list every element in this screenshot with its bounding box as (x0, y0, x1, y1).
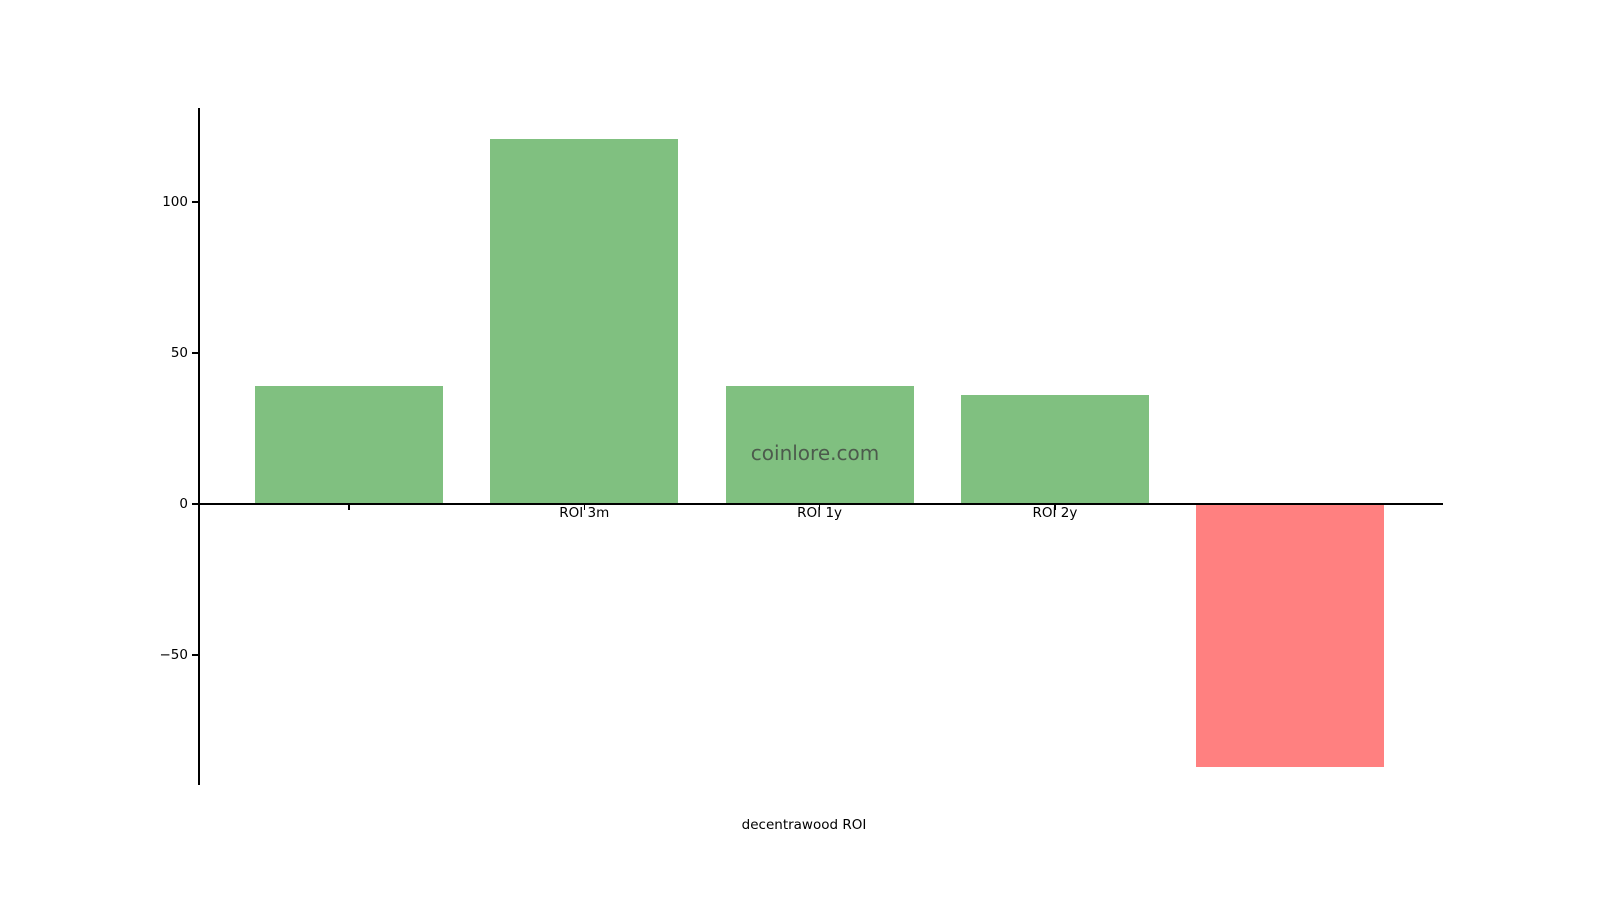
bar (1196, 504, 1385, 767)
y-tick-label: 100 (162, 194, 188, 210)
y-tick-label: 0 (179, 496, 188, 512)
y-axis-line (198, 108, 200, 785)
x-tick (583, 504, 586, 510)
x-tick (1054, 504, 1056, 510)
x-axis-title: decentrawood ROI (741, 817, 867, 833)
y-tick (192, 352, 199, 354)
watermark: coinlore.com (750, 441, 880, 465)
bar (960, 395, 1149, 504)
bar (490, 138, 679, 504)
bar (255, 386, 443, 504)
y-tick (192, 503, 199, 505)
bar (725, 386, 914, 504)
x-tick-label: ROI 3m (559, 505, 610, 521)
x-tick (348, 504, 350, 510)
x-tick-label: ROI 2y (1032, 505, 1078, 521)
y-tick (192, 201, 199, 203)
x-tick-label: ROI 1y (797, 505, 843, 521)
x-axis-line (198, 503, 1443, 505)
x-tick (818, 504, 821, 510)
y-tick-label: 50 (170, 345, 188, 361)
y-tick (192, 654, 199, 656)
y-tick-label: −50 (159, 647, 189, 663)
